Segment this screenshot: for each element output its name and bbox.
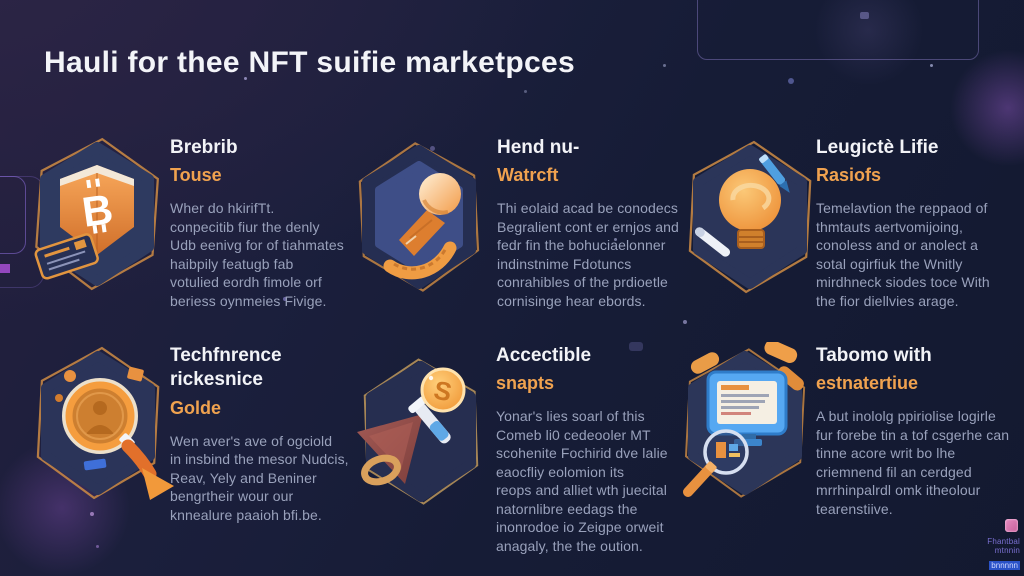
star-dot — [244, 77, 247, 80]
star-dot — [90, 512, 94, 516]
star-dot — [788, 78, 794, 84]
card-body: Wen aver's ave of ogciold in insbind the… — [170, 432, 349, 523]
card-body: Thi eolaid acad be conodecs Begralient c… — [497, 200, 679, 309]
star-dot — [524, 90, 527, 93]
card-heading: Techfnrence rickesnice — [170, 345, 282, 391]
card-subheading: Touse — [170, 165, 222, 186]
magnifier-coin-arrow-icon — [28, 344, 178, 519]
card-body: Temelavtion the reppaod of thmtauts aert… — [816, 200, 990, 309]
star-dot — [663, 64, 666, 67]
card-heading: Brebrib — [170, 137, 238, 158]
megaphone-coin-icon: S — [343, 352, 493, 532]
lightbulb-pen-icon — [683, 138, 818, 308]
star-dot — [930, 64, 933, 67]
card-heading: Tabomo with — [816, 345, 932, 366]
microphone-icon — [352, 138, 487, 308]
decor-circuit-line — [0, 176, 26, 254]
star-dot — [283, 297, 287, 301]
svg-text:B: B — [79, 185, 116, 236]
page-title: Hauli for thee NFT suifie marketpces — [44, 46, 575, 79]
star-dot — [614, 238, 617, 241]
card-heading: Accectible — [496, 345, 592, 366]
card-subheading: snapts — [496, 373, 555, 394]
card-body: Wher do hkirifTt. conpecitib fiur the de… — [170, 200, 344, 309]
star-dot — [430, 146, 435, 151]
star-dot — [629, 342, 643, 351]
watermark-badge: bnnnnn — [989, 561, 1020, 570]
decor-rectangle-outline — [697, 0, 979, 60]
svg-text:S: S — [431, 375, 454, 408]
watermark-text: mtnnin — [994, 546, 1020, 555]
watermark-logo-icon — [1005, 519, 1018, 532]
card-subheading: Watrcft — [497, 165, 559, 186]
card-subheading: Rasiofs — [816, 165, 882, 186]
bitcoin-book-icon: B — [30, 135, 165, 305]
card-heading: Hend nu- — [497, 137, 580, 158]
card-subheading: estnatertiue — [816, 373, 919, 394]
card-heading: Leugictè Lifie — [816, 137, 939, 158]
card-subheading: Golde — [170, 397, 222, 418]
star-dot — [860, 12, 869, 19]
card-body: Yonar's lies soarl of this Comeb li0 ced… — [496, 408, 668, 554]
watermark-text: Fhantbal — [987, 537, 1020, 546]
monitor-magnifier-icon — [672, 339, 822, 522]
star-dot — [96, 545, 99, 548]
star-dot — [683, 320, 687, 324]
card-body: A but inololg ppiriolise logirle fur for… — [816, 408, 1010, 517]
watermark: Fhantbal mtnnin bnnnnn — [958, 519, 1020, 573]
decor-magenta-square — [0, 264, 10, 273]
